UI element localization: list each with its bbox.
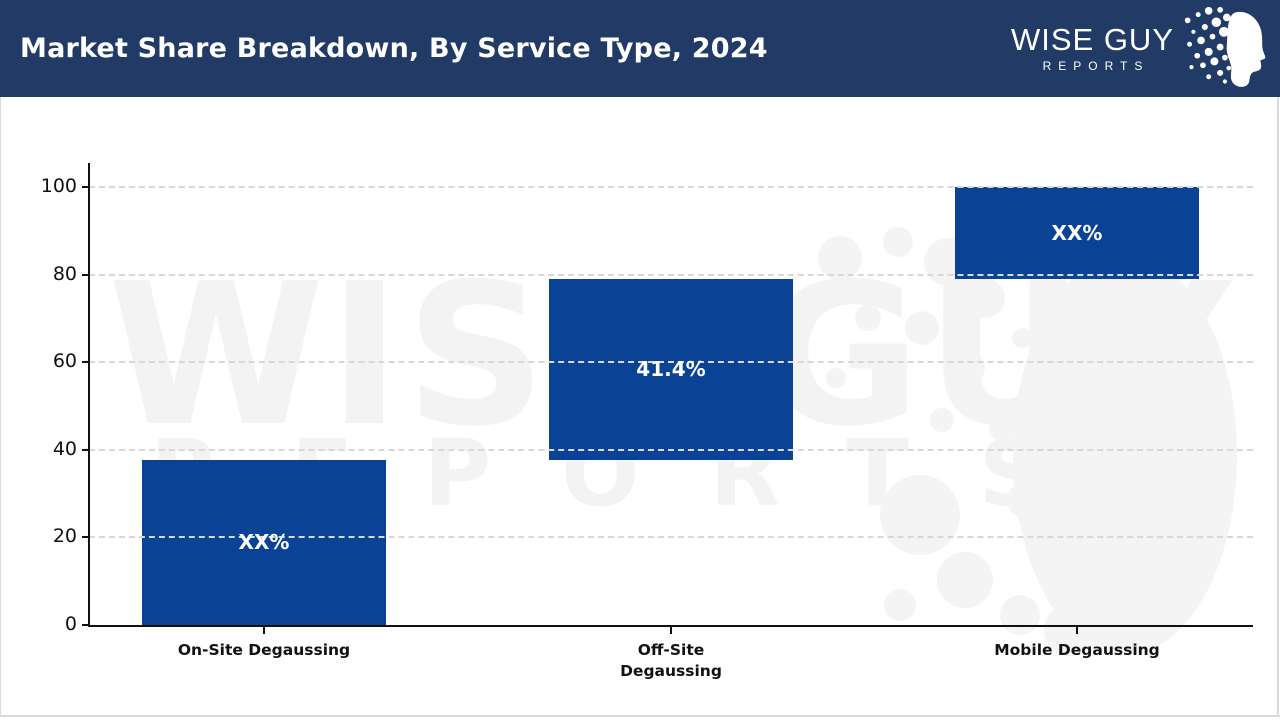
brand-head-icon — [1184, 6, 1266, 87]
bar-value-label: XX% — [1051, 220, 1103, 245]
y-axis-tick-label: 80 — [52, 262, 77, 285]
bar-segment — [955, 187, 1199, 279]
y-axis-tick — [82, 273, 89, 276]
y-axis-tick — [82, 361, 89, 364]
x-axis-tick — [670, 627, 672, 634]
left-border — [0, 97, 1, 717]
bottom-border — [0, 715, 1280, 717]
y-axis-tick-label: 60 — [52, 350, 77, 373]
y-axis-tick — [82, 624, 89, 626]
brand-logo: WISE GUY REPORTS — [1011, 5, 1266, 93]
chart-title: Market Share Breakdown, By Service Type,… — [20, 33, 768, 64]
x-axis-line — [88, 625, 1253, 627]
gridline — [89, 361, 1253, 364]
x-axis-category-label: On-Site Degaussing — [177, 641, 351, 659]
brand-name: WISE GUY — [1010, 22, 1174, 57]
gridline — [89, 186, 1253, 188]
x-axis-tick — [263, 627, 265, 634]
y-axis-tick-label: 0 — [64, 613, 77, 635]
bar-segment — [549, 278, 793, 460]
bar-segment — [142, 459, 386, 625]
y-axis-tick — [82, 536, 89, 539]
gridline — [89, 536, 1253, 539]
x-axis-category-label: Off-Site Degaussing — [620, 641, 722, 680]
x-axis-category-label: Mobile Degaussing — [994, 641, 1160, 659]
y-axis-line — [88, 163, 90, 627]
y-axis-tick — [82, 448, 89, 451]
bar-value-label: XX% — [238, 530, 290, 555]
gridline — [89, 273, 1253, 276]
gridline — [89, 448, 1253, 451]
y-axis-tick-label: 40 — [52, 437, 77, 460]
brand-logo-text: WISE GUY REPORTS — [1011, 24, 1174, 73]
brand-subname: REPORTS — [1042, 59, 1150, 73]
bar-value-label: 41.4% — [636, 357, 706, 382]
x-axis-tick — [1076, 627, 1078, 634]
header-bar: Market Share Breakdown, By Service Type,… — [0, 0, 1280, 97]
right-border — [1277, 97, 1279, 717]
y-axis-tick-label: 20 — [52, 525, 77, 548]
y-axis-tick-label: 100 — [40, 175, 77, 197]
y-axis-tick — [82, 186, 89, 188]
